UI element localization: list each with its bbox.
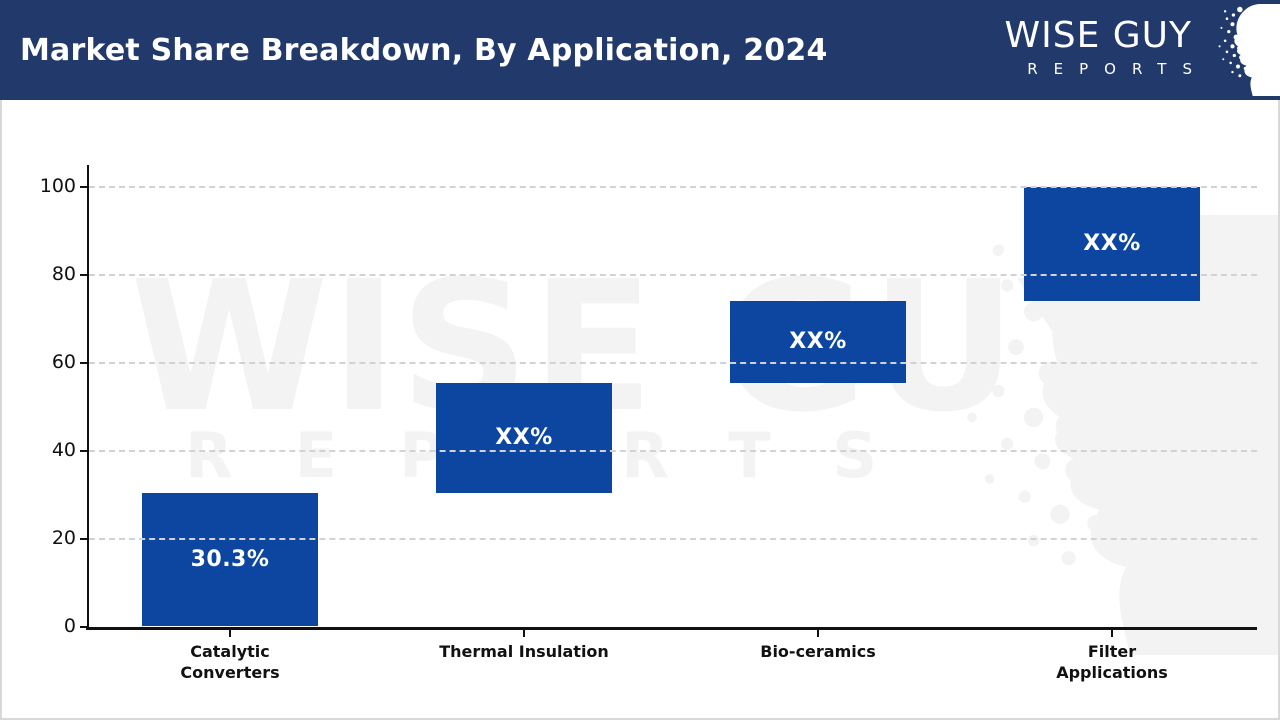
x-tick-label: Bio-ceramics bbox=[760, 641, 876, 661]
plot-area: 0 20 40 60 80 100 30.3% Catalytic Converters XX%… bbox=[0, 100, 1280, 720]
header-bar: Market Share Breakdown, By Application, … bbox=[0, 0, 1280, 100]
x-tick-label: Thermal Insulation bbox=[439, 641, 609, 661]
page-border-right bbox=[1278, 100, 1280, 720]
y-tick-20 bbox=[80, 537, 88, 540]
page-border-bottom bbox=[0, 718, 1280, 720]
y-tick-80 bbox=[80, 273, 88, 276]
y-tick-label: 40 bbox=[51, 438, 76, 461]
bar-value-label: XX% bbox=[789, 329, 847, 355]
gridline-40 bbox=[89, 449, 1257, 452]
watermark-wordmark: WISE GUY bbox=[130, 243, 1152, 452]
x-tick-1 bbox=[523, 629, 525, 637]
y-tick-100 bbox=[80, 186, 88, 189]
bar-thermal-insulation: XX% bbox=[436, 382, 612, 494]
x-tick-3 bbox=[1111, 629, 1113, 637]
y-axis-line bbox=[87, 165, 89, 629]
logo-wordmark: WISE GUY bbox=[1004, 15, 1192, 56]
bar-filter-applications: XX% bbox=[1024, 187, 1200, 301]
y-tick-label: 20 bbox=[51, 526, 76, 549]
page-border-left bbox=[0, 100, 2, 720]
x-tick-2 bbox=[817, 629, 819, 637]
x-tick-0 bbox=[229, 629, 231, 637]
y-tick-label: 0 bbox=[63, 614, 76, 637]
y-tick-label: 100 bbox=[39, 175, 76, 198]
logo-subtitle: REPORTS bbox=[1027, 60, 1208, 78]
chart-title: Market Share Breakdown, By Application, … bbox=[20, 32, 828, 68]
gridline-60 bbox=[89, 361, 1257, 364]
y-tick-0 bbox=[80, 625, 88, 628]
bar-value-label: XX% bbox=[495, 425, 553, 451]
logo-face-icon bbox=[1192, 4, 1280, 96]
bar-value-label: 30.3% bbox=[190, 547, 270, 573]
logo-text: WISE GUY REPORTS bbox=[1004, 15, 1193, 79]
y-tick-60 bbox=[80, 361, 88, 364]
x-tick-label: Filter Applications bbox=[1056, 641, 1168, 683]
x-axis-line bbox=[86, 626, 1257, 630]
x-tick-label: Catalytic Converters bbox=[180, 641, 280, 683]
y-tick-40 bbox=[80, 449, 88, 452]
wise-guy-reports-logo: WISE GUY REPORTS bbox=[1005, 0, 1280, 100]
bar-bio-ceramics: XX% bbox=[730, 300, 906, 383]
y-tick-label: 60 bbox=[51, 350, 76, 373]
bar-value-label: XX% bbox=[1083, 231, 1141, 257]
gridline-100 bbox=[89, 186, 1257, 189]
gridline-20 bbox=[89, 537, 1257, 540]
bar-catalytic-converters: 30.3% bbox=[142, 493, 318, 627]
gridline-80 bbox=[89, 273, 1257, 276]
y-tick-label: 80 bbox=[51, 262, 76, 285]
